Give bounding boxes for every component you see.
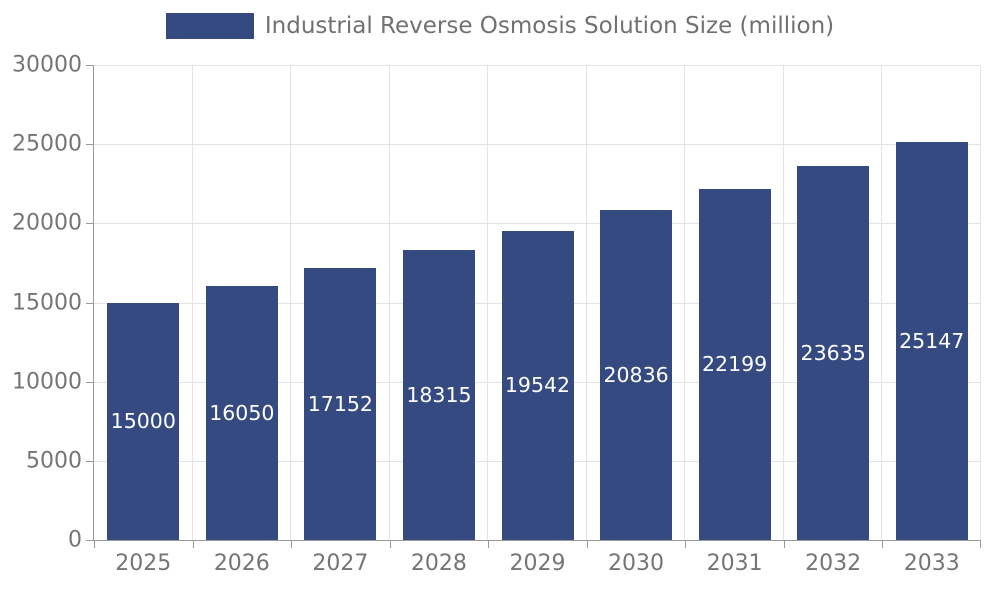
grid-line-horizontal bbox=[94, 223, 981, 225]
x-axis-label: 2028 bbox=[410, 551, 467, 576]
x-axis-label: 2030 bbox=[608, 551, 665, 576]
y-axis-label: 30000 bbox=[12, 52, 82, 78]
grid-line-horizontal bbox=[94, 65, 981, 66]
bar[interactable]: 22199 bbox=[698, 188, 771, 540]
bar-value-label: 25147 bbox=[899, 328, 965, 353]
y-axis-tick bbox=[86, 65, 93, 66]
grid-line-horizontal bbox=[94, 144, 981, 146]
x-axis-tick bbox=[488, 541, 490, 548]
x-axis-tick bbox=[389, 541, 391, 548]
y-axis-label: 10000 bbox=[12, 369, 82, 395]
grid-line-vertical bbox=[782, 65, 784, 540]
bar-value-label: 23635 bbox=[800, 340, 866, 365]
x-axis-tick bbox=[94, 541, 95, 548]
bar-value-label: 17152 bbox=[307, 392, 373, 417]
bar[interactable]: 18315 bbox=[402, 250, 475, 540]
bar-value-label: 20836 bbox=[603, 363, 669, 388]
bar[interactable]: 23635 bbox=[797, 165, 870, 540]
bar[interactable]: 17152 bbox=[304, 268, 377, 540]
x-axis-label: 2026 bbox=[213, 551, 270, 576]
y-axis-tick bbox=[86, 381, 93, 383]
x-axis-tick bbox=[291, 541, 293, 548]
y-axis-label: 15000 bbox=[12, 290, 82, 315]
x-axis-label: 2029 bbox=[509, 551, 566, 576]
bar[interactable]: 16050 bbox=[205, 285, 278, 540]
grid-line-vertical bbox=[290, 65, 292, 540]
legend-swatch-icon bbox=[165, 13, 254, 39]
x-axis-label: 2031 bbox=[706, 551, 763, 576]
x-axis-tick bbox=[882, 541, 884, 548]
y-axis-tick bbox=[86, 540, 93, 541]
grid-line-vertical bbox=[980, 65, 981, 540]
x-axis-tick bbox=[783, 541, 785, 548]
bar-value-label: 18315 bbox=[406, 383, 472, 407]
bar[interactable]: 15000 bbox=[107, 302, 180, 540]
legend-item[interactable]: Industrial Reverse Osmosis Solution Size… bbox=[0, 13, 1000, 39]
bar-value-label: 15000 bbox=[110, 409, 176, 434]
x-axis-label: 2027 bbox=[312, 551, 369, 576]
grid-line-vertical bbox=[191, 65, 193, 540]
x-axis-label: 2032 bbox=[805, 551, 862, 576]
bar[interactable]: 25147 bbox=[895, 141, 968, 540]
x-axis-tick bbox=[685, 541, 687, 548]
bar-value-label: 19542 bbox=[504, 373, 571, 398]
plot-area: 0 5000 10000 15000 20000 25000 30000 15000 2025 1… bbox=[12, 53, 981, 576]
y-axis-tick bbox=[86, 144, 93, 146]
y-axis-tick bbox=[86, 223, 93, 225]
bar-value-label: 22199 bbox=[702, 352, 768, 377]
grid-line-vertical bbox=[388, 65, 390, 540]
grid-line-vertical bbox=[881, 65, 883, 540]
grid-line-vertical bbox=[684, 65, 686, 540]
x-axis-label: 2025 bbox=[115, 551, 172, 576]
x-axis-tick bbox=[586, 541, 588, 548]
bar[interactable]: 19542 bbox=[501, 230, 574, 540]
bar-value-label: 16050 bbox=[209, 400, 275, 425]
grid-line-vertical bbox=[585, 65, 587, 540]
y-axis-label: 25000 bbox=[12, 131, 82, 157]
grid-line-vertical bbox=[487, 65, 489, 540]
bar[interactable]: 20836 bbox=[600, 210, 673, 540]
y-axis-tick bbox=[86, 460, 93, 462]
y-axis-label: 5000 bbox=[26, 448, 82, 474]
x-axis-tick bbox=[980, 541, 981, 548]
y-axis-label: 20000 bbox=[12, 210, 82, 236]
x-axis-tick bbox=[192, 541, 194, 548]
legend-label: Industrial Reverse Osmosis Solution Size… bbox=[264, 13, 835, 39]
y-axis-tick bbox=[86, 302, 93, 304]
y-axis-label: 0 bbox=[68, 527, 82, 553]
x-axis-label: 2033 bbox=[903, 551, 960, 576]
